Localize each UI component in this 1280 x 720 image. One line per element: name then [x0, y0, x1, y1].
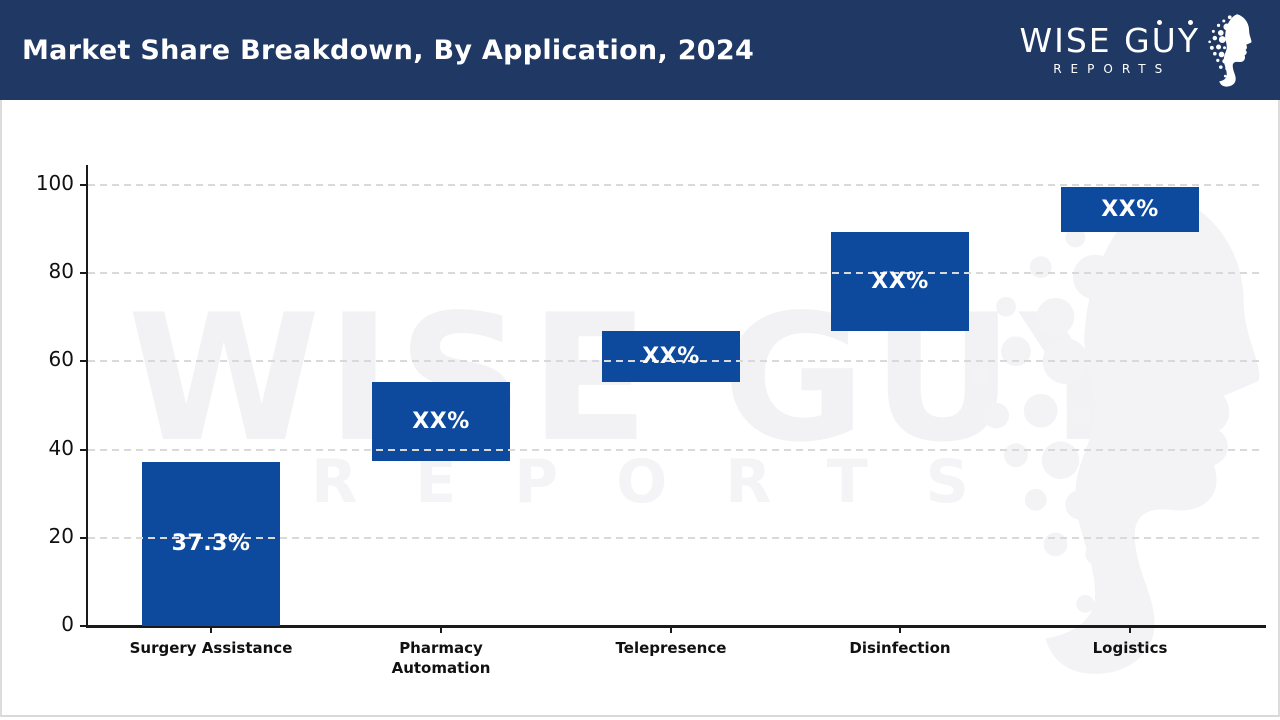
wiseguy-logo-text: WISE GUY REPORTS — [1019, 20, 1200, 76]
bar-value-label: XX% — [412, 409, 470, 435]
header-bar: Market Share Breakdown, By Application, … — [0, 0, 1280, 100]
y-tick-20 — [80, 536, 88, 539]
gridline-80 — [88, 272, 1262, 275]
wiseguy-logo: WISE GUY REPORTS — [1019, 12, 1254, 88]
x-axis-line — [86, 625, 1266, 628]
bar-surgery-assistance: 37.3% — [142, 461, 280, 626]
y-tick-60 — [80, 360, 88, 363]
y-tick-0 — [80, 625, 88, 627]
x-tick-logistics — [1129, 626, 1131, 633]
x-tick-telepresence — [670, 626, 672, 633]
y-tick-label-20: 20 — [48, 523, 74, 548]
gridline-60 — [88, 360, 1262, 363]
page-bottom-border — [0, 715, 1280, 717]
gridline-20 — [88, 536, 1262, 539]
logo-wordmark: WISE GUY — [1019, 21, 1200, 60]
x-tick-pharmacy-automation — [440, 626, 442, 633]
y-tick-label-60: 60 — [48, 347, 74, 372]
bar-telepresence: XX% — [602, 330, 740, 382]
bar-value-label: XX% — [1101, 196, 1159, 222]
bar-disinfection: XX% — [831, 231, 969, 331]
bar-value-label: 37.3% — [171, 531, 251, 557]
x-category-label-disinfection: Disinfection — [849, 639, 951, 657]
y-axis-line — [86, 165, 88, 627]
bar-value-label: XX% — [642, 343, 700, 369]
bar-logistics: XX% — [1061, 187, 1199, 232]
x-category-label-surgery-assistance: Surgery Assistance — [129, 639, 293, 657]
page-right-border — [1278, 100, 1280, 717]
y-tick-label-0: 0 — [61, 612, 74, 636]
logo-dot-icon — [1157, 20, 1163, 25]
gridline-40 — [88, 448, 1262, 451]
x-tick-surgery-assistance — [210, 626, 212, 633]
x-tick-disinfection — [899, 626, 901, 633]
x-category-label-telepresence: Telepresence — [615, 639, 727, 657]
y-tick-100 — [80, 184, 88, 186]
x-category-label-logistics: Logistics — [1092, 639, 1168, 657]
logo-subtitle: REPORTS — [1053, 62, 1172, 76]
y-tick-label-100: 100 — [35, 171, 74, 195]
x-category-label-pharmacy-automation: Pharmacy Automation — [391, 639, 491, 677]
gridline-100 — [88, 184, 1262, 186]
y-tick-80 — [80, 272, 88, 275]
page-left-border — [0, 100, 2, 717]
page-title: Market Share Breakdown, By Application, … — [22, 34, 755, 66]
y-tick-40 — [80, 448, 88, 451]
y-tick-label-40: 40 — [48, 435, 74, 460]
logo-dot-icon — [1188, 20, 1194, 25]
y-tick-label-80: 80 — [48, 259, 74, 284]
bar-pharmacy-automation: XX% — [372, 381, 510, 462]
bar-value-label: XX% — [871, 268, 929, 294]
